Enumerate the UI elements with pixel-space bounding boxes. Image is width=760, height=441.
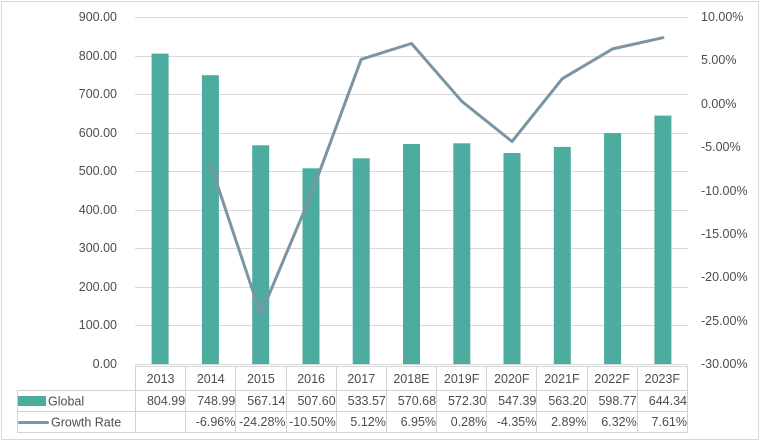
year-header-cell: 2018E xyxy=(385,366,438,391)
left-axis-tick: 600.00 xyxy=(78,125,117,140)
value-cell: 547.39 xyxy=(486,390,538,412)
legend-cell: Growth Rate xyxy=(17,411,136,433)
left-axis-tick: 0.00 xyxy=(92,357,117,371)
year-header-cell: 2016 xyxy=(285,366,337,391)
value-cell: 2.89% xyxy=(536,411,588,433)
value-cell: 748.99 xyxy=(185,390,237,412)
bar-2016 xyxy=(302,168,320,364)
year-header-cell: 2020F xyxy=(486,366,538,391)
bar-2021F xyxy=(553,146,571,364)
right-axis-tick: 0.00% xyxy=(701,96,737,111)
left-axis-tick: 400.00 xyxy=(78,202,117,217)
year-header-cell: 2017 xyxy=(335,366,387,391)
left-axis-tick: 800.00 xyxy=(78,48,117,63)
value-cell: 644.34 xyxy=(636,390,689,412)
bar-2015 xyxy=(252,145,270,364)
right-axis-tick: -10.00% xyxy=(701,183,748,198)
right-axis-tick: -15.00% xyxy=(701,226,748,241)
year-header-cell: 2019F xyxy=(436,366,488,391)
value-cell: 804.99 xyxy=(134,390,187,412)
value-cell: 533.57 xyxy=(335,390,387,412)
value-cell xyxy=(134,411,187,433)
left-axis-tick: 100.00 xyxy=(78,318,117,333)
left-axis-tick: 300.00 xyxy=(78,241,117,256)
table-row: Global 804.99 748.99 567.14 507.60 533.57 570.… xyxy=(17,390,689,412)
bar-2019F xyxy=(453,143,471,364)
year-header-cell: 2014 xyxy=(185,366,237,391)
right-axis-tick: -5.00% xyxy=(701,140,741,155)
value-cell: 507.60 xyxy=(285,390,337,412)
year-header-cell: 2013 xyxy=(134,366,187,391)
year-header-cell: 2023F xyxy=(636,366,689,391)
bar-2022F xyxy=(604,133,622,364)
chart-data-table: 2013 2014 2015 2016 2017 2018E 2019F 2020F 2021F… xyxy=(17,366,689,433)
growth-rate-line xyxy=(208,36,665,316)
right-axis-tick: 10.00% xyxy=(701,10,744,24)
bar-2017 xyxy=(352,158,370,364)
year-header-cell: 2015 xyxy=(235,366,287,391)
value-cell: 6.32% xyxy=(586,411,638,433)
left-axis-tick: 500.00 xyxy=(78,164,117,179)
right-axis-tick: -20.00% xyxy=(701,270,748,285)
right-axis-tick: -30.00% xyxy=(701,357,748,371)
bar-legend-swatch xyxy=(18,396,46,407)
table-row: Growth Rate -6.96% -24.28% -10.50% 5.12% 6.95… xyxy=(17,411,689,433)
year-header-cell: 2021F xyxy=(536,366,588,391)
left-axis-tick: 200.00 xyxy=(78,279,117,294)
left-axis-tick: 900.00 xyxy=(78,10,117,24)
line-legend-swatch xyxy=(18,420,49,424)
value-cell: 563.20 xyxy=(536,390,588,412)
value-cell: 572.30 xyxy=(436,390,488,412)
bar-2020F xyxy=(503,153,521,364)
right-axis-tick: 5.00% xyxy=(701,53,737,68)
bar-2014 xyxy=(201,75,219,364)
left-axis-tick: 700.00 xyxy=(78,87,117,102)
bar-2013 xyxy=(151,53,169,364)
value-cell: 570.68 xyxy=(385,390,438,412)
legend-label: Global xyxy=(48,394,85,409)
value-cell: -10.50% xyxy=(285,411,337,433)
value-cell: 0.28% xyxy=(436,411,488,433)
legend-label: Growth Rate xyxy=(51,415,122,430)
right-axis-tick: -25.00% xyxy=(701,313,748,328)
legend-cell: Global xyxy=(17,390,136,412)
value-cell: -4.35% xyxy=(486,411,538,433)
year-header-cell: 2022F xyxy=(586,366,638,391)
bar-2023F xyxy=(654,115,672,364)
table-corner-cell xyxy=(18,367,136,391)
bar-2018E xyxy=(403,144,420,364)
value-cell: 7.61% xyxy=(636,411,689,433)
value-cell: 6.95% xyxy=(385,411,438,433)
value-cell: -6.96% xyxy=(185,411,237,433)
value-cell: 598.77 xyxy=(586,390,638,412)
value-cell: -24.28% xyxy=(235,411,287,433)
value-cell: 5.12% xyxy=(335,411,387,433)
value-cell: 567.14 xyxy=(235,390,287,412)
